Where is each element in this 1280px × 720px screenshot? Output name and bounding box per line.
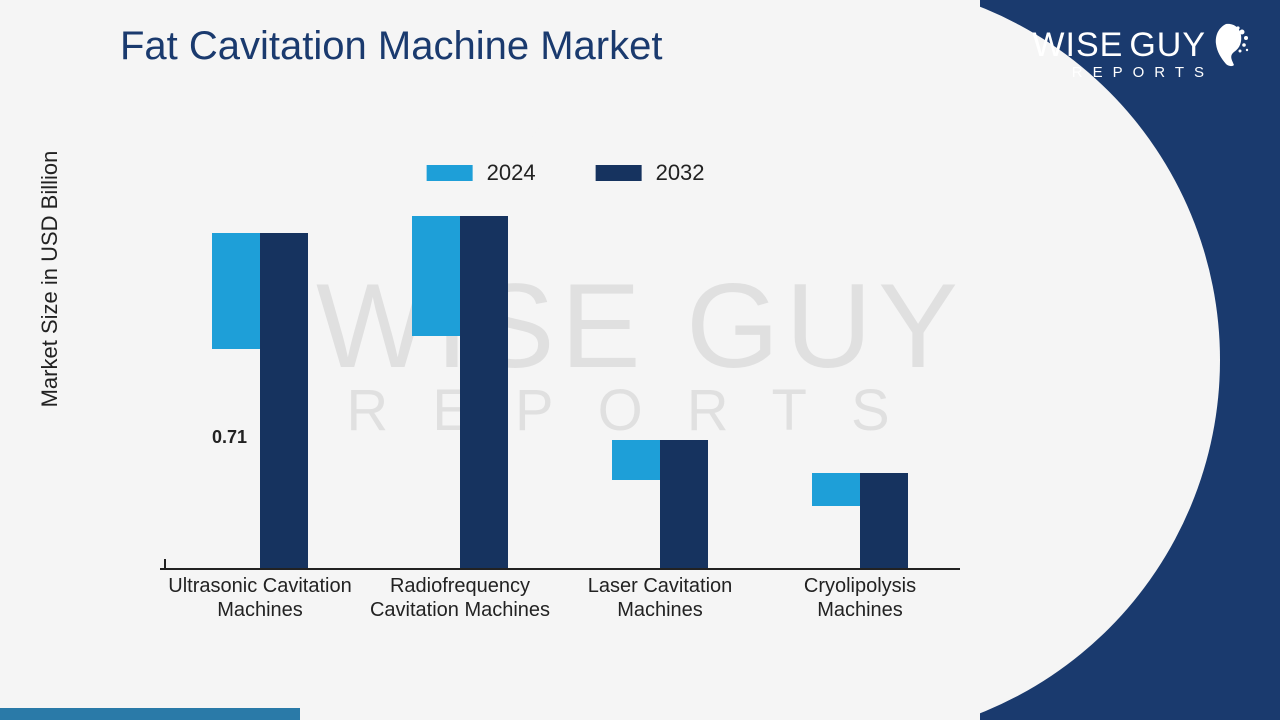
- legend-swatch-2032: [596, 165, 642, 181]
- y-axis-label: Market Size in USD Billion: [37, 151, 63, 408]
- bar-value-label: 0.71: [212, 427, 247, 448]
- bar: [812, 473, 860, 506]
- logo-main: WISE GUY: [1032, 22, 1252, 68]
- legend-label-2032: 2032: [656, 160, 705, 186]
- legend-swatch-2024: [427, 165, 473, 181]
- bar: [612, 440, 660, 479]
- bar: [260, 233, 308, 568]
- page-root: WISE GUY REPORTS Fat Cavitation Machine …: [0, 0, 1280, 720]
- bottom-accent-bar: [0, 708, 300, 720]
- bar-group: Radiofrequency Cavitation Machines: [360, 216, 560, 568]
- bar: [660, 440, 708, 568]
- legend-item-2032: 2032: [596, 160, 705, 186]
- brand-logo: WISE GUY REPORTS: [1032, 22, 1252, 81]
- chart-area: Market Size in USD Billion 2024 2032 Ult…: [60, 160, 960, 660]
- legend-label-2024: 2024: [487, 160, 536, 186]
- brand-band: [980, 0, 1280, 720]
- x-axis-label: Ultrasonic Cavitation Machines: [160, 568, 360, 622]
- plot-region: Ultrasonic Cavitation Machines0.71Radiof…: [160, 210, 960, 570]
- bar-group: Ultrasonic Cavitation Machines0.71: [160, 233, 360, 568]
- bar-group: Laser Cavitation Machines: [560, 440, 760, 568]
- bar: [460, 216, 508, 568]
- bar: [212, 233, 260, 349]
- legend-item-2024: 2024: [427, 160, 536, 186]
- bar: [412, 216, 460, 335]
- legend: 2024 2032: [427, 160, 705, 186]
- logo-word-2: GUY: [1129, 26, 1206, 65]
- logo-sub: REPORTS: [1032, 64, 1214, 81]
- logo-word-1: WISE: [1032, 26, 1123, 65]
- logo-head-icon: [1212, 22, 1252, 68]
- x-axis-label: Radiofrequency Cavitation Machines: [360, 568, 560, 622]
- bar-group: Cryolipolysis Machines: [760, 473, 960, 568]
- bar: [860, 473, 908, 568]
- chart-title: Fat Cavitation Machine Market: [120, 24, 662, 69]
- x-axis-label: Laser Cavitation Machines: [560, 568, 760, 622]
- x-axis-label: Cryolipolysis Machines: [760, 568, 960, 622]
